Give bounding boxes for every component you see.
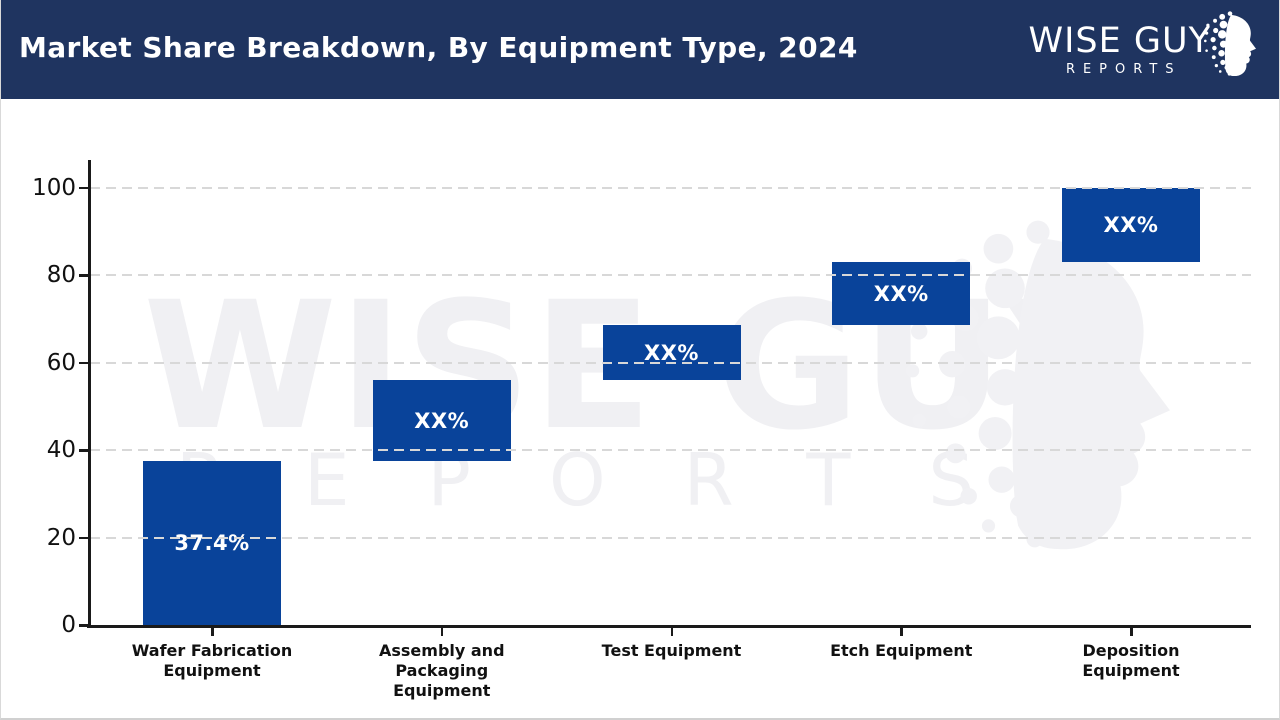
y-tick <box>79 449 88 452</box>
bar-value-label: 37.4% <box>174 531 250 556</box>
wiseguy-logo: WISE GUY REPORTS <box>1028 10 1263 89</box>
y-tick-label: 60 <box>46 349 76 376</box>
y-tick-label: 20 <box>46 524 76 551</box>
bar-value-label: XX% <box>644 340 699 365</box>
x-category-label: Wafer Fabrication Equipment <box>131 641 293 680</box>
bars-layer: 37.4% XX% XX% XX% XX% <box>1 99 1279 718</box>
y-tick <box>79 274 88 277</box>
y-axis-line <box>88 160 91 628</box>
header-bar: Market Share Breakdown, By Equipment Typ… <box>1 0 1279 99</box>
y-tick <box>79 624 88 627</box>
labels-layer: 0 20 40 60 80 100 Wafer Fabrication Equipment A… <box>1 99 1279 718</box>
x-tick <box>1130 628 1133 636</box>
y-tick-label: 100 <box>32 174 76 201</box>
x-axis-line <box>87 625 1251 628</box>
axes-layer <box>1 99 1279 718</box>
x-category-label: Etch Equipment <box>830 641 973 660</box>
bar: 37.4% <box>143 461 281 625</box>
chart: WISE GUY REPORTS 37.4% XX% XX% XX% XX% 0 20 40… <box>1 99 1279 718</box>
logo-wordmark: WISE GUY REPORTS <box>1028 21 1211 78</box>
y-tick <box>79 186 88 189</box>
y-tick-label: 0 <box>61 612 76 638</box>
logo-line1: WISE GUY <box>1028 21 1211 61</box>
logo-line2: REPORTS <box>1065 62 1182 77</box>
bar: XX% <box>372 380 511 462</box>
x-tick <box>440 628 444 636</box>
page-title: Market Share Breakdown, By Equipment Typ… <box>19 31 858 64</box>
y-tick-label: 80 <box>46 262 76 288</box>
x-category-label: Assembly and Packaging Equipment <box>378 641 505 700</box>
bar: XX% <box>602 325 741 380</box>
y-tick <box>79 361 88 364</box>
x-tick <box>211 628 214 636</box>
y-tick <box>79 536 88 539</box>
face-profile-icon <box>1204 10 1256 76</box>
y-tick-label: 40 <box>46 437 76 463</box>
x-tick <box>670 628 673 636</box>
x-category-label: Test Equipment <box>601 641 742 660</box>
bar-value-label: XX% <box>414 408 470 433</box>
bar-value-label: XX% <box>1103 212 1159 237</box>
x-tick <box>900 628 903 636</box>
x-category-label: Deposition Equipment <box>1082 641 1180 680</box>
